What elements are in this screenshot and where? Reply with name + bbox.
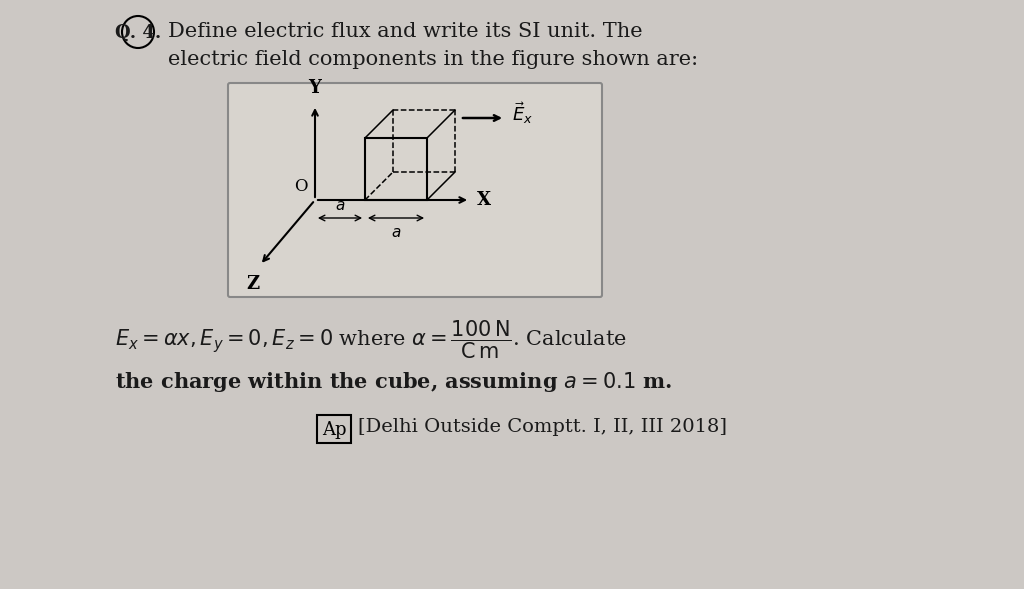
Text: the charge within the cube, assuming $a = 0.1$ m.: the charge within the cube, assuming $a … (115, 370, 673, 394)
Text: [Delhi Outside Comptt. I, II, III 2018]: [Delhi Outside Comptt. I, II, III 2018] (358, 418, 727, 436)
Text: Q. 4.: Q. 4. (115, 24, 161, 42)
Text: X: X (477, 191, 492, 209)
Text: Z: Z (247, 275, 259, 293)
Text: $\vec{E}_x$: $\vec{E}_x$ (512, 100, 534, 126)
Text: Define electric flux and write its SI unit. The: Define electric flux and write its SI un… (168, 22, 643, 41)
Text: O: O (294, 178, 308, 195)
Text: Ap: Ap (322, 421, 346, 439)
FancyBboxPatch shape (228, 83, 602, 297)
Text: Y: Y (308, 79, 322, 97)
Text: electric field components in the figure shown are:: electric field components in the figure … (168, 50, 698, 69)
Text: $E_x = \alpha x, E_y = 0, E_z = 0$ where $\alpha = \dfrac{100\,\mathrm{N}}{\math: $E_x = \alpha x, E_y = 0, E_z = 0$ where… (115, 318, 627, 360)
Text: $a$: $a$ (391, 226, 401, 240)
Text: $a$: $a$ (335, 199, 345, 213)
